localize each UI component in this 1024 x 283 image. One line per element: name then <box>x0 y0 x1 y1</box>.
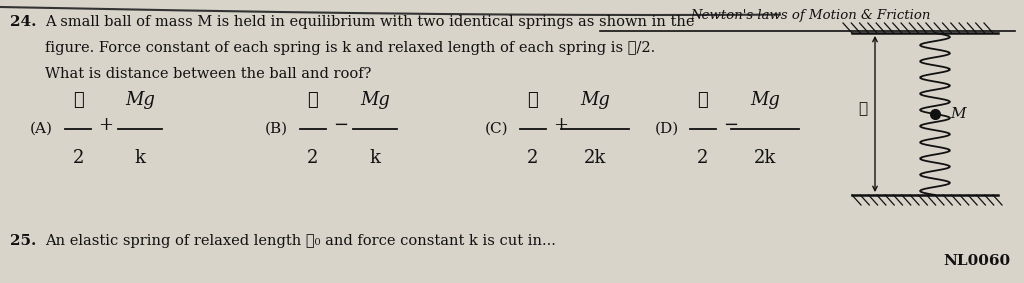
Text: (D): (D) <box>655 122 679 136</box>
Text: An elastic spring of relaxed length ℓ₀ and force constant k is cut in...: An elastic spring of relaxed length ℓ₀ a… <box>45 234 556 248</box>
Text: 2: 2 <box>697 149 709 167</box>
Text: M: M <box>950 107 966 121</box>
Text: −: − <box>334 116 348 134</box>
Text: (A): (A) <box>30 122 53 136</box>
Text: 2: 2 <box>527 149 539 167</box>
Text: k: k <box>370 149 381 167</box>
Text: 2: 2 <box>307 149 318 167</box>
Text: 2k: 2k <box>754 149 776 167</box>
Text: −: − <box>723 116 738 134</box>
Text: 25.: 25. <box>10 234 37 248</box>
Text: What is distance between the ball and roof?: What is distance between the ball and ro… <box>45 67 372 81</box>
Text: Newton's laws of Motion & Friction: Newton's laws of Motion & Friction <box>690 9 930 22</box>
Text: 2: 2 <box>73 149 84 167</box>
Text: +: + <box>98 116 114 134</box>
Text: (B): (B) <box>265 122 288 136</box>
Text: 2k: 2k <box>584 149 606 167</box>
Text: ℓ: ℓ <box>73 91 83 109</box>
Text: +: + <box>554 116 568 134</box>
Text: NL0060: NL0060 <box>943 254 1010 268</box>
Text: ℓ: ℓ <box>527 91 539 109</box>
Text: Mg: Mg <box>125 91 155 109</box>
Text: 24.: 24. <box>10 15 37 29</box>
Text: ℓ: ℓ <box>307 91 318 109</box>
Text: (C): (C) <box>485 122 509 136</box>
Text: Mg: Mg <box>580 91 610 109</box>
Text: Mg: Mg <box>360 91 390 109</box>
Text: k: k <box>134 149 145 167</box>
Text: A small ball of mass M is held in equilibrium with two identical springs as show: A small ball of mass M is held in equili… <box>45 15 694 29</box>
Text: figure. Force constant of each spring is k and relaxed length of each spring is : figure. Force constant of each spring is… <box>45 41 655 55</box>
Text: ℓ: ℓ <box>697 91 709 109</box>
Text: ℓ: ℓ <box>858 102 867 116</box>
Text: Mg: Mg <box>750 91 780 109</box>
